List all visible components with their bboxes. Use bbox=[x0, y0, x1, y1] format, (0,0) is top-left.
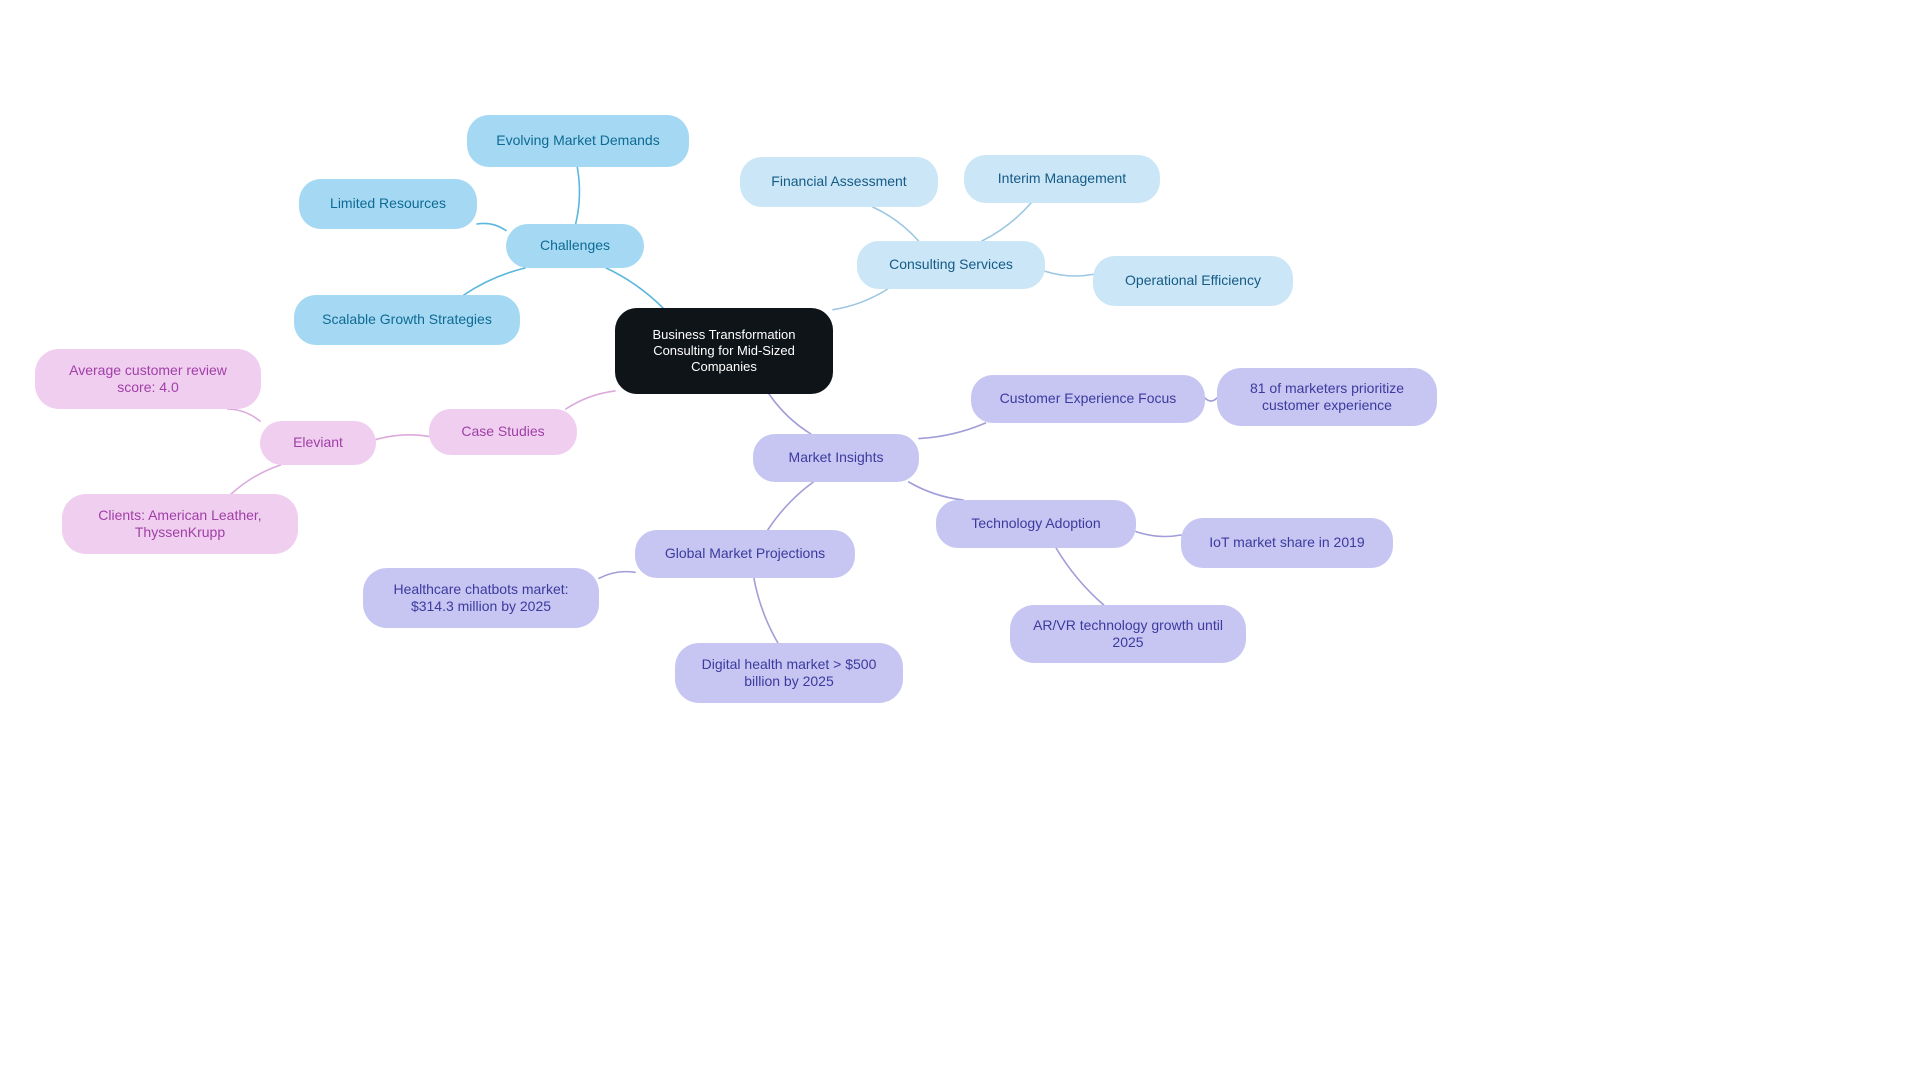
node-iot-share: IoT market share in 2019 bbox=[1181, 518, 1393, 568]
node-arvr-growth: AR/VR technology growth until 2025 bbox=[1010, 605, 1246, 663]
challenges-hub: Challenges bbox=[506, 224, 644, 268]
node-avg-review-score: Average customer review score: 4.0 bbox=[35, 349, 261, 409]
market-insights-hub: Market Insights bbox=[753, 434, 919, 482]
mindmap-canvas: Business Transformation Consulting for M… bbox=[0, 0, 1920, 1083]
customer-experience-hub: Customer Experience Focus bbox=[971, 375, 1205, 423]
node-clients: Clients: American Leather, ThyssenKrupp bbox=[62, 494, 298, 554]
node-financial-assessment: Financial Assessment bbox=[740, 157, 938, 207]
node-limited-resources: Limited Resources bbox=[299, 179, 477, 229]
node-operational-efficiency: Operational Efficiency bbox=[1093, 256, 1293, 306]
consulting-hub: Consulting Services bbox=[857, 241, 1045, 289]
node-eleviant: Eleviant bbox=[260, 421, 376, 465]
node-marketers-81: 81 of marketers prioritize customer expe… bbox=[1217, 368, 1437, 426]
root-node: Business Transformation Consulting for M… bbox=[615, 308, 833, 394]
node-interim-management: Interim Management bbox=[964, 155, 1160, 203]
node-digital-health: Digital health market > $500 billion by … bbox=[675, 643, 903, 703]
technology-adoption-hub: Technology Adoption bbox=[936, 500, 1136, 548]
node-evolving-market-demands: Evolving Market Demands bbox=[467, 115, 689, 167]
global-projections-hub: Global Market Projections bbox=[635, 530, 855, 578]
case-studies-hub: Case Studies bbox=[429, 409, 577, 455]
node-scalable-growth: Scalable Growth Strategies bbox=[294, 295, 520, 345]
node-healthcare-chatbots: Healthcare chatbots market: $314.3 milli… bbox=[363, 568, 599, 628]
